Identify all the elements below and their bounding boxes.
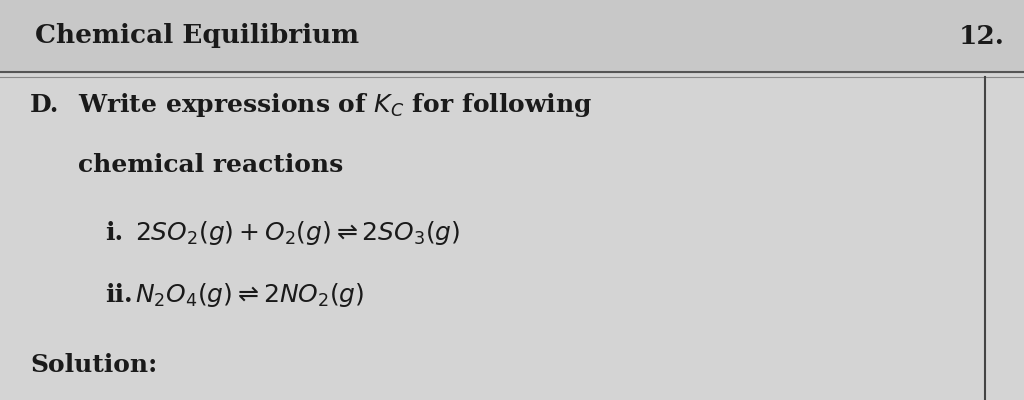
Text: ii.: ii.	[105, 283, 133, 307]
Text: Write expressions of $K_C$ for following: Write expressions of $K_C$ for following	[78, 91, 592, 119]
Text: $2SO_2(g) + O_2(g) \rightleftharpoons 2SO_3(g)$: $2SO_2(g) + O_2(g) \rightleftharpoons 2S…	[135, 219, 461, 247]
Text: chemical reactions: chemical reactions	[78, 153, 343, 177]
Bar	[0, 0, 1024, 72]
Text: $N_2O_4(g) \rightleftharpoons 2NO_2(g)$: $N_2O_4(g) \rightleftharpoons 2NO_2(g)$	[135, 281, 365, 309]
Text: Solution:: Solution:	[30, 353, 158, 377]
Text: Chemical Equilibrium: Chemical Equilibrium	[35, 24, 359, 48]
Text: i.: i.	[105, 221, 123, 245]
Text: 12.: 12.	[959, 24, 1005, 48]
Text: D.: D.	[30, 93, 59, 117]
